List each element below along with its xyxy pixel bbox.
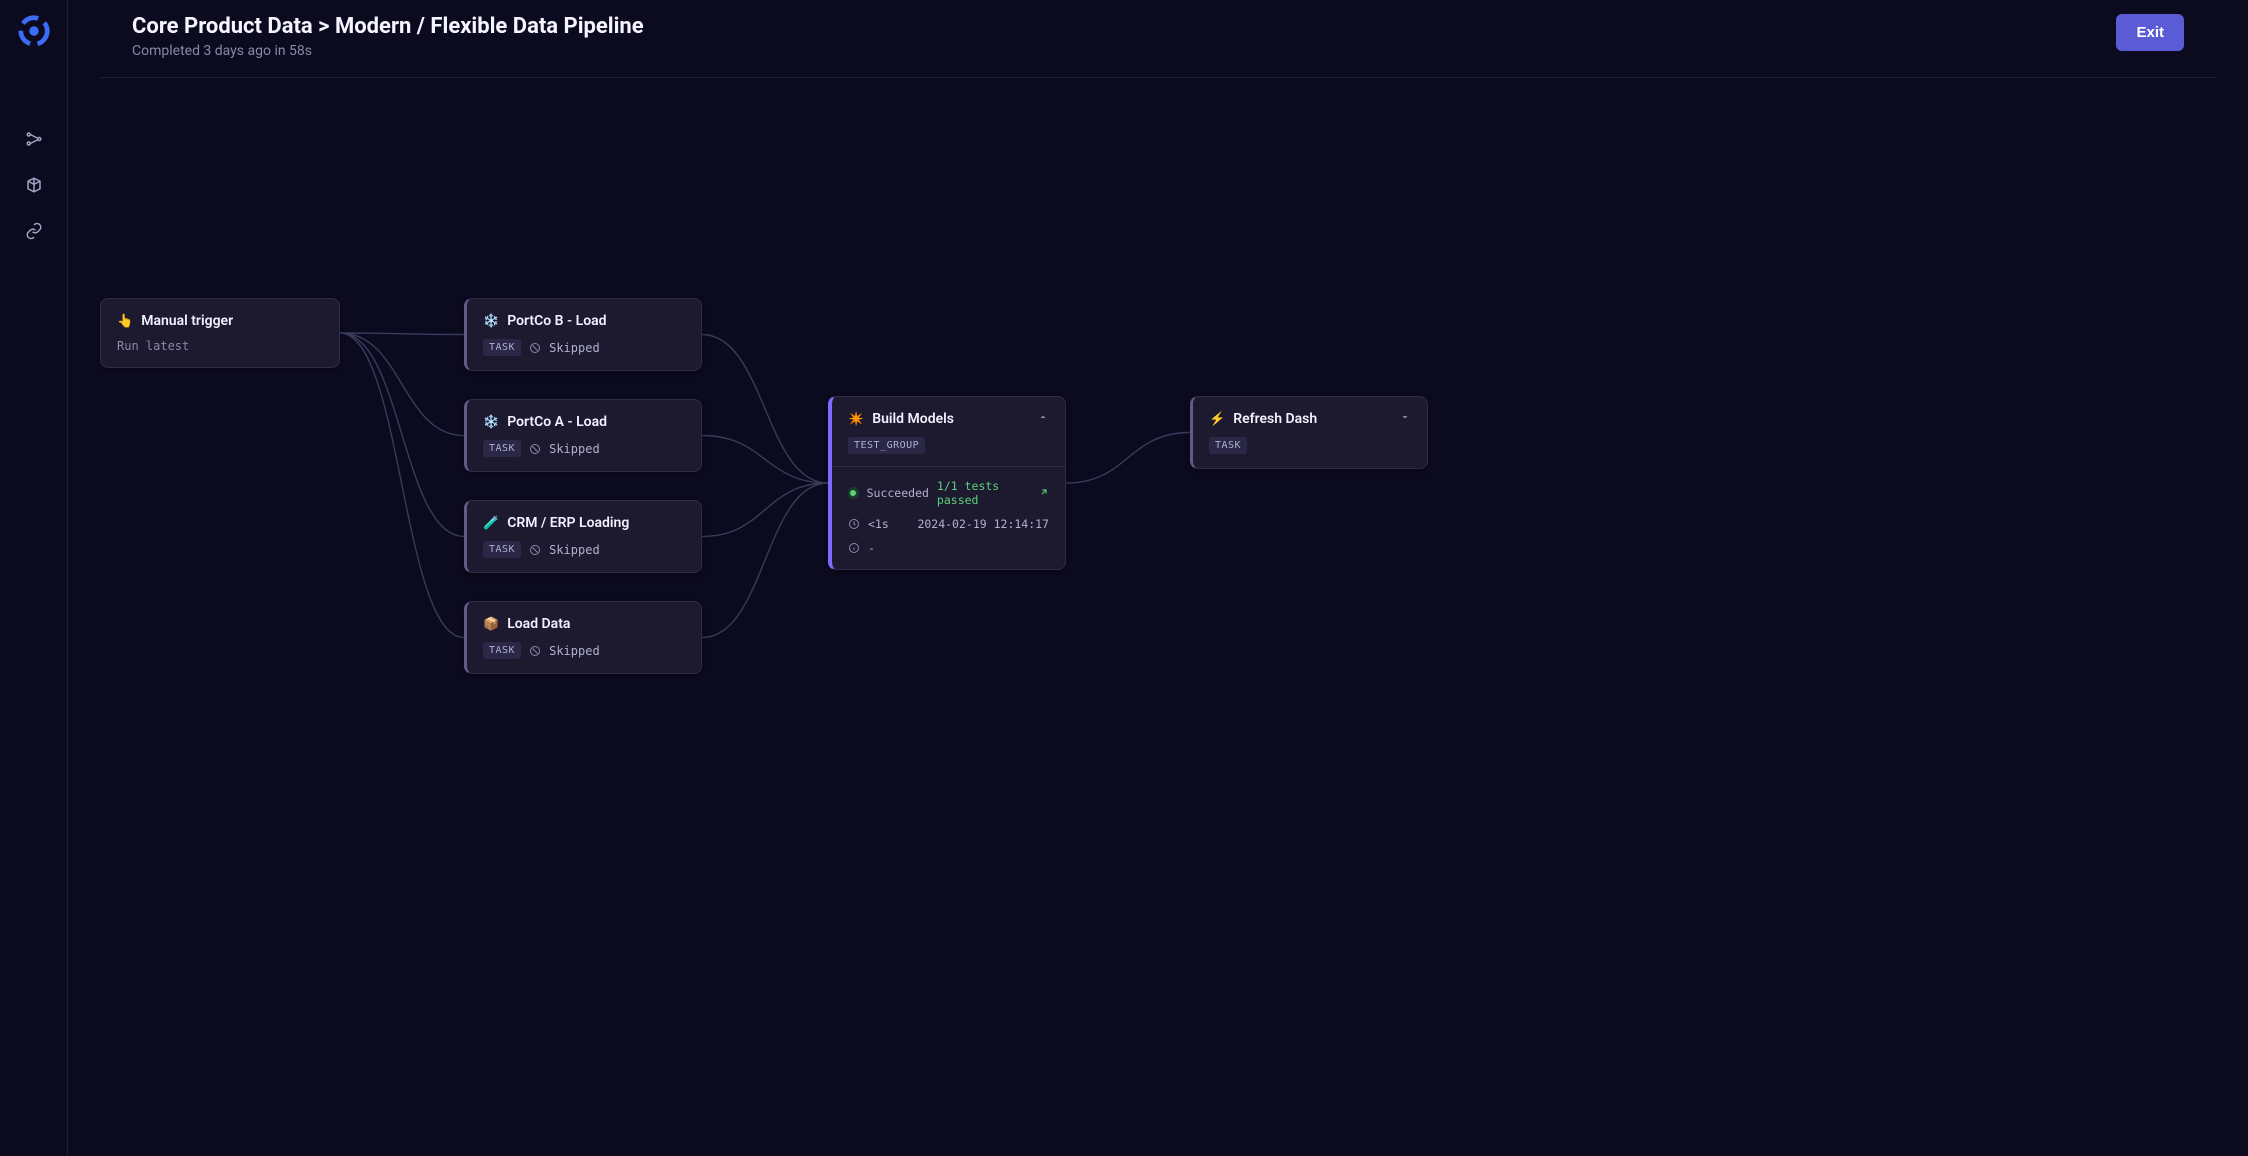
snowflake-icon: ❄️ [483, 415, 499, 430]
task-title: PortCo B - Load [507, 313, 606, 329]
node-refresh-dash[interactable]: ⚡ Refresh Dash TASK [1190, 396, 1428, 469]
task-status: Skipped [549, 442, 600, 456]
task-title: PortCo A - Load [507, 414, 607, 430]
trigger-title: Manual trigger [141, 313, 233, 329]
page-subtitle: Completed 3 days ago in 58s [132, 43, 644, 59]
logo [17, 14, 51, 48]
task-badge: TASK [483, 642, 521, 659]
build-timestamp: 2024-02-19 12:14:17 [917, 517, 1049, 531]
refresh-title: Refresh Dash [1233, 411, 1317, 427]
cube-icon[interactable] [25, 176, 43, 194]
task-badge: TASK [483, 339, 521, 356]
sparkle-icon: ✴️ [848, 412, 864, 427]
node-task-portco-b[interactable]: ❄️ PortCo B - Load TASK Skipped [464, 298, 702, 371]
pipeline-canvas[interactable]: 👆 Manual trigger Run latest ❄️ PortCo B … [68, 78, 2248, 1156]
skipped-icon [529, 645, 541, 657]
info-icon [848, 542, 860, 554]
success-dot-icon [848, 487, 859, 499]
graph-icon[interactable] [25, 130, 43, 148]
task-status: Skipped [549, 543, 600, 557]
task-title: CRM / ERP Loading [507, 515, 629, 531]
build-duration: <1s [868, 517, 889, 531]
build-tests: 1/1 tests passed [937, 479, 1033, 507]
link-icon[interactable] [25, 222, 43, 240]
trigger-icon: 👆 [117, 314, 133, 329]
build-extra: - [868, 541, 875, 555]
header: Core Product Data > Modern / Flexible Da… [100, 0, 2216, 78]
task-status: Skipped [549, 341, 600, 355]
chevron-down-icon[interactable] [1399, 411, 1411, 427]
package-icon: 📦 [483, 617, 499, 632]
build-title: Build Models [872, 411, 954, 427]
trigger-run-text: Run latest [117, 339, 323, 353]
task-badge: TASK [483, 440, 521, 457]
node-build-models[interactable]: ✴️ Build Models TEST_GROUP Succeeded 1/1… [828, 396, 1066, 570]
refresh-badge: TASK [1209, 437, 1247, 454]
bolt-icon: ⚡ [1209, 412, 1225, 427]
build-badge: TEST_GROUP [848, 437, 925, 454]
exit-button[interactable]: Exit [2116, 14, 2184, 51]
node-task-portco-a[interactable]: ❄️ PortCo A - Load TASK Skipped [464, 399, 702, 472]
lab-icon: 🧪 [483, 516, 499, 531]
skipped-icon [529, 443, 541, 455]
build-status: Succeeded [867, 486, 929, 500]
task-status: Skipped [549, 644, 600, 658]
node-trigger[interactable]: 👆 Manual trigger Run latest [100, 298, 340, 368]
divider [832, 466, 1065, 467]
skipped-icon [529, 544, 541, 556]
clock-icon [848, 518, 860, 530]
page-title: Core Product Data > Modern / Flexible Da… [132, 14, 644, 39]
sidebar [0, 0, 68, 1156]
external-link-icon[interactable] [1039, 486, 1049, 500]
node-task-crm[interactable]: 🧪 CRM / ERP Loading TASK Skipped [464, 500, 702, 573]
task-badge: TASK [483, 541, 521, 558]
snowflake-icon: ❄️ [483, 314, 499, 329]
chevron-up-icon[interactable] [1037, 411, 1049, 427]
node-task-load[interactable]: 📦 Load Data TASK Skipped [464, 601, 702, 674]
task-title: Load Data [507, 616, 570, 632]
skipped-icon [529, 342, 541, 354]
edges-layer [68, 78, 2248, 1156]
